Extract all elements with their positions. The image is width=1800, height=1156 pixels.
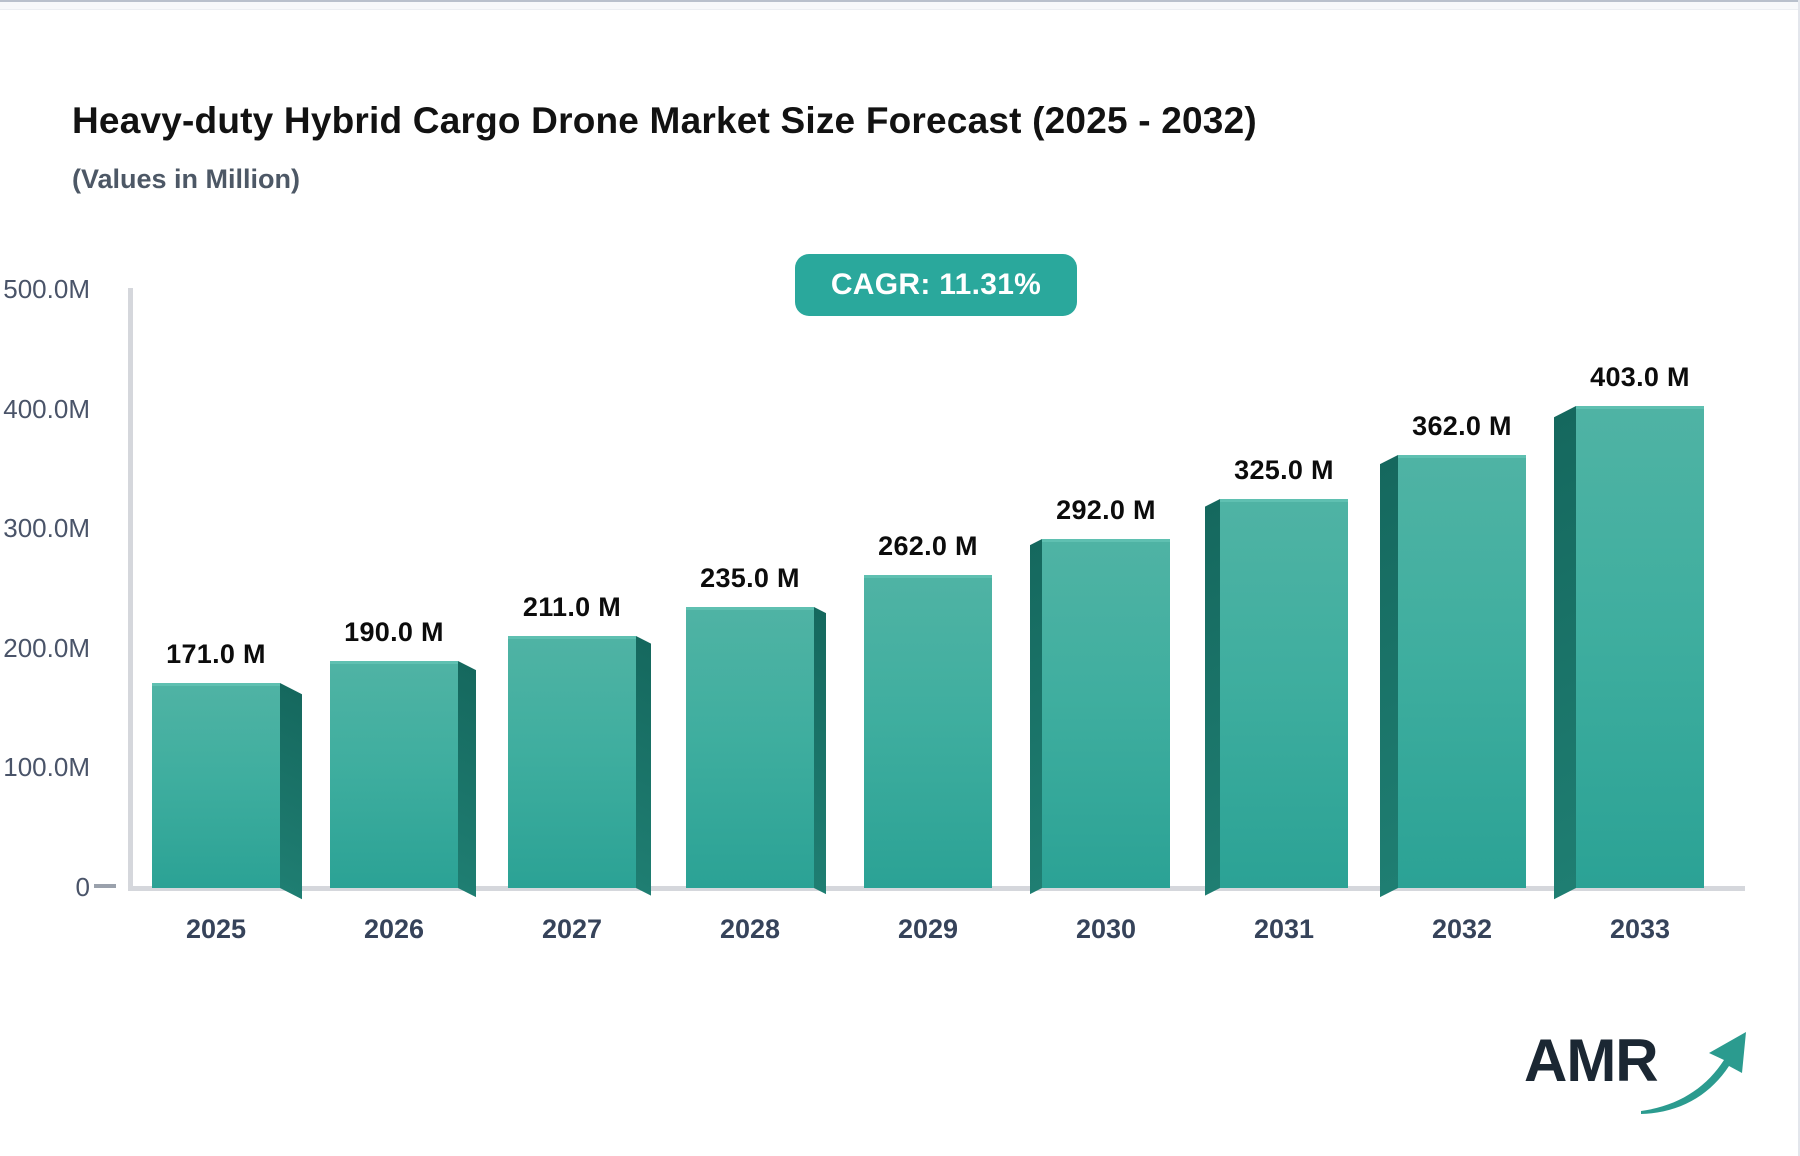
amr-logo: AMR <box>1524 1026 1764 1126</box>
bar-value-label: 362.0 M <box>1412 411 1512 441</box>
bar-side-face <box>458 661 476 898</box>
bar-value-label: 403.0 M <box>1590 362 1690 392</box>
y-axis-tick-label: 0 <box>75 872 90 902</box>
bar-value-label: 171.0 M <box>166 639 266 669</box>
x-axis-tick-label: 2031 <box>1253 914 1315 944</box>
bar-value-label: 211.0 M <box>522 592 622 622</box>
x-axis-tick-label: 2033 <box>1609 914 1671 944</box>
x-axis-tick-label: 2032 <box>1431 914 1493 944</box>
bar-value-label: 235.0 M <box>700 563 800 593</box>
x-axis-tick-label: 2030 <box>1075 914 1137 944</box>
window-right-edge <box>1798 0 1800 1156</box>
bar-side-face <box>1554 406 1576 900</box>
window-top-strip <box>0 0 1800 10</box>
bar-side-face <box>1030 539 1042 895</box>
y-axis-tick-label: 400.0M <box>3 393 90 424</box>
chart-subtitle: (Values in Million) <box>72 164 301 194</box>
bar-2033[interactable] <box>1576 406 1704 888</box>
bar-2030[interactable] <box>1042 539 1170 888</box>
zero-tick-mark <box>94 884 116 888</box>
bar-value-label: 262.0 M <box>878 531 978 561</box>
bar-side-face <box>280 683 302 900</box>
bar-2025[interactable] <box>152 683 280 888</box>
bar-2028[interactable] <box>686 607 814 888</box>
bar-side-face <box>1205 499 1220 896</box>
bar-value-label: 190.0 M <box>344 617 444 647</box>
chart-title: Heavy-duty Hybrid Cargo Drone Market Siz… <box>72 100 1257 141</box>
bar-value-label: 292.0 M <box>1056 495 1156 525</box>
bar-value-label: 325.0 M <box>1234 455 1334 485</box>
bar-side-face <box>1380 455 1398 898</box>
y-axis-tick-label: 100.0M <box>3 752 90 783</box>
cagr-badge-wrap: CAGR: 11.31% <box>72 254 1800 316</box>
bar-2031[interactable] <box>1220 499 1348 888</box>
bar-2029[interactable] <box>864 575 992 888</box>
amr-logo-text: AMR <box>1524 1027 1659 1094</box>
x-axis-tick-label: 2028 <box>719 914 781 944</box>
x-axis-tick-label: 2025 <box>185 914 247 944</box>
bar-2027[interactable] <box>508 636 636 888</box>
x-axis-tick-label: 2027 <box>541 914 603 944</box>
bar-2026[interactable] <box>330 661 458 888</box>
x-axis-line <box>128 886 1745 891</box>
bar-side-face <box>636 636 651 896</box>
bar-2032[interactable] <box>1398 455 1526 888</box>
y-axis-tick-label: 300.0M <box>3 513 90 544</box>
bar-side-face <box>814 607 826 895</box>
y-axis-tick-label: 200.0M <box>3 632 90 663</box>
x-axis-tick-label: 2029 <box>897 914 959 944</box>
y-axis-tick-label: 500.0M <box>3 274 90 304</box>
y-axis-line <box>128 288 133 891</box>
x-axis-tick-label: 2026 <box>363 914 425 944</box>
growth-arrow-icon <box>1641 1032 1746 1114</box>
cagr-badge: CAGR: 11.31% <box>794 254 1078 316</box>
